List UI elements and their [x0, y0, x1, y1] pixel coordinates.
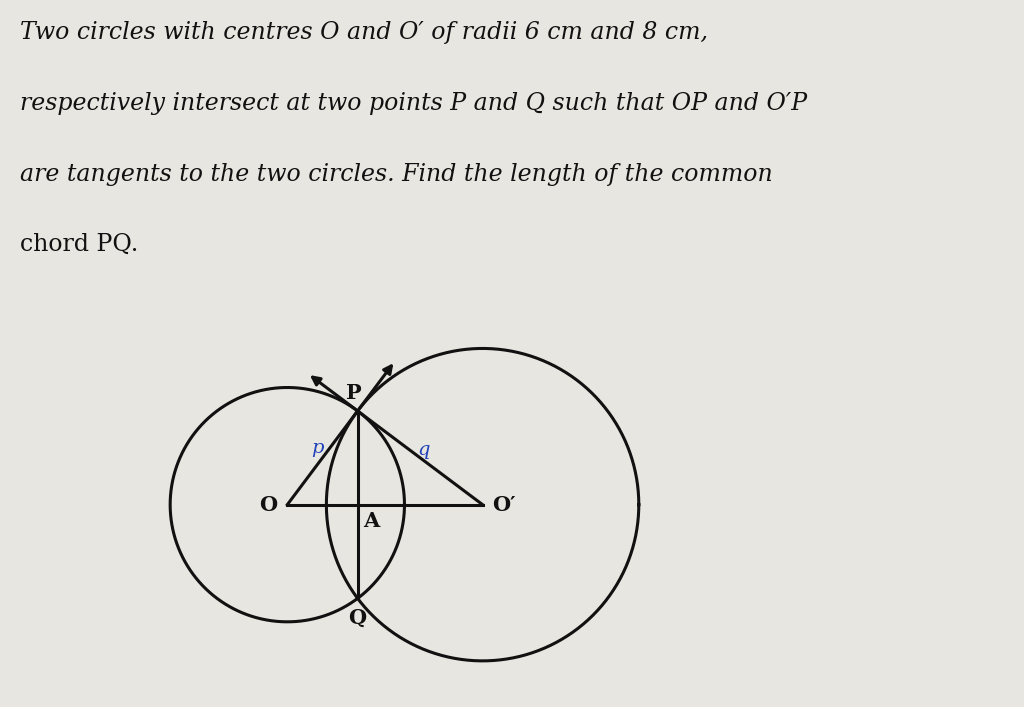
Text: p: p	[311, 440, 324, 457]
Text: O′: O′	[493, 495, 516, 515]
Text: O: O	[259, 495, 278, 515]
Text: q: q	[418, 441, 430, 459]
Text: Q: Q	[348, 608, 367, 628]
Text: A: A	[364, 510, 380, 530]
Text: Two circles with centres O and O′ of radii 6 cm and 8 cm,: Two circles with centres O and O′ of rad…	[20, 21, 709, 45]
Text: P: P	[346, 383, 361, 403]
Text: respectively intersect at two points P and Q such that OP and O′P: respectively intersect at two points P a…	[20, 92, 808, 115]
Text: chord PQ.: chord PQ.	[20, 233, 139, 257]
Text: are tangents to the two circles. Find the length of the common: are tangents to the two circles. Find th…	[20, 163, 773, 186]
